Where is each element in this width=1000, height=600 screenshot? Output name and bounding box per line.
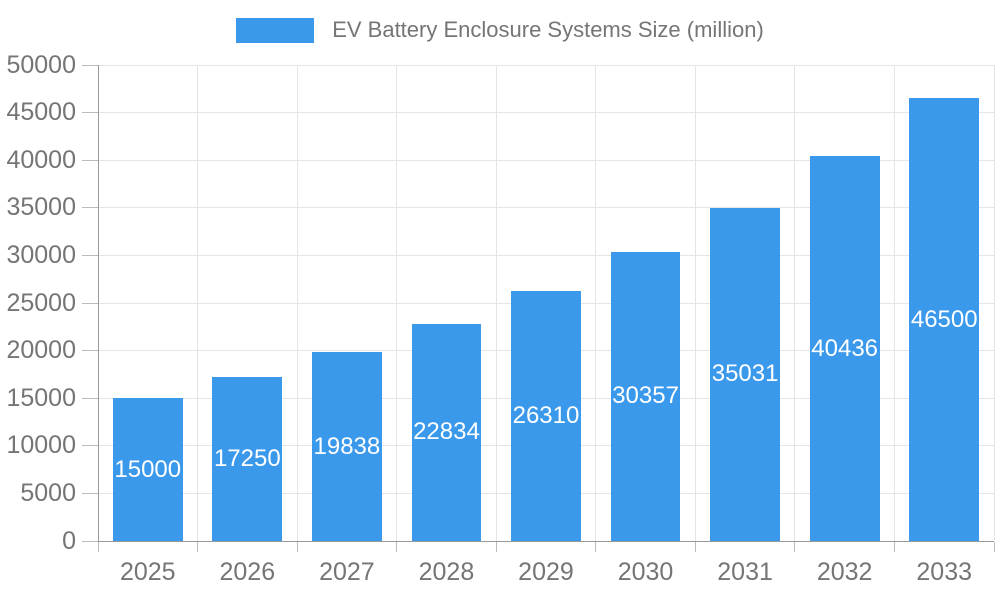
x-axis-tick — [993, 542, 995, 552]
x-axis-tick — [595, 542, 597, 552]
bar-2027[interactable]: 19838 — [312, 352, 382, 541]
y-axis-tick — [82, 302, 98, 304]
bar-2031[interactable]: 35031 — [710, 207, 780, 541]
bar-2029[interactable]: 26310 — [511, 290, 581, 541]
bar-value-label: 19838 — [313, 432, 381, 460]
h-gridline — [98, 159, 994, 161]
v-gridline — [694, 65, 696, 541]
v-gridline — [794, 65, 796, 541]
y-axis-tick-label: 5000 — [20, 478, 76, 507]
bar-2028[interactable]: 22834 — [411, 323, 482, 541]
y-axis-tick-label: 35000 — [6, 193, 76, 222]
y-axis-tick-label: 45000 — [6, 98, 76, 127]
bar-value-label: 15000 — [114, 455, 182, 483]
y-axis-tick-label: 15000 — [6, 383, 76, 412]
y-axis-tick — [82, 350, 98, 352]
y-axis-tick-label: 30000 — [6, 240, 76, 269]
y-axis-tick — [82, 207, 98, 209]
bar-value-label: 35031 — [711, 360, 779, 388]
y-axis-tick-label: 20000 — [6, 336, 76, 365]
v-gridline — [197, 65, 199, 541]
x-axis-tick — [296, 542, 298, 552]
bar-2030[interactable]: 30357 — [610, 252, 681, 541]
y-axis-tick — [82, 540, 98, 542]
x-axis-tick — [197, 542, 199, 552]
x-axis-tick-label: 2028 — [418, 558, 475, 586]
v-gridline — [893, 65, 895, 541]
y-axis-tick — [82, 254, 98, 256]
y-axis-tick-label: 25000 — [6, 288, 76, 317]
x-axis-tick-label: 2025 — [119, 558, 176, 586]
x-axis-tick — [893, 542, 895, 552]
y-axis-tick-label: 0 — [62, 526, 76, 555]
h-gridline — [98, 207, 994, 209]
bar-2026[interactable]: 17250 — [212, 376, 283, 541]
bar-value-label: 46500 — [910, 305, 978, 333]
x-axis-line — [98, 541, 994, 542]
y-axis-tick — [82, 64, 98, 66]
y-axis-tick-label: 10000 — [6, 431, 76, 460]
bar-value-label: 30357 — [612, 382, 679, 410]
bar-value-label: 40436 — [811, 334, 879, 362]
x-axis-tick — [495, 542, 497, 552]
x-axis-tick — [794, 542, 796, 552]
y-axis-line — [97, 65, 99, 542]
v-gridline — [595, 65, 597, 541]
x-axis-tick-label: 2026 — [219, 558, 276, 586]
x-axis-tick — [97, 542, 99, 552]
v-gridline — [993, 65, 995, 541]
v-gridline — [495, 65, 497, 541]
v-gridline — [296, 65, 298, 541]
legend[interactable]: EV Battery Enclosure Systems Size (milli… — [0, 17, 1000, 43]
x-axis-tick-label: 2029 — [518, 558, 574, 586]
x-axis-tick-label: 2031 — [717, 558, 773, 586]
x-axis-tick-label: 2032 — [816, 558, 873, 586]
x-axis-tick-label: 2027 — [319, 558, 375, 586]
legend-swatch — [236, 17, 315, 43]
v-gridline — [396, 65, 398, 541]
bar-value-label: 26310 — [512, 401, 580, 429]
y-axis-tick — [82, 397, 98, 399]
x-axis-tick — [396, 542, 398, 552]
h-gridline — [98, 112, 994, 114]
x-axis-tick-label: 2030 — [617, 558, 674, 586]
bar-2025[interactable]: 15000 — [112, 398, 183, 541]
h-gridline — [98, 64, 994, 66]
x-axis-tick — [694, 542, 696, 552]
bar-2032[interactable]: 40436 — [809, 156, 880, 541]
y-axis-tick-label: 50000 — [6, 50, 76, 79]
x-axis-tick-label: 2033 — [916, 558, 973, 586]
bar-value-label: 22834 — [413, 418, 480, 446]
y-axis-tick — [82, 112, 98, 114]
bar-2033[interactable]: 46500 — [909, 98, 980, 541]
bar-value-label: 17250 — [213, 444, 281, 472]
y-axis-tick — [82, 159, 98, 161]
legend-label: EV Battery Enclosure Systems Size (milli… — [332, 17, 764, 42]
y-axis-tick-label: 40000 — [6, 145, 76, 174]
h-gridline — [98, 254, 994, 256]
y-axis-tick — [82, 445, 98, 447]
y-axis-tick — [82, 492, 98, 494]
